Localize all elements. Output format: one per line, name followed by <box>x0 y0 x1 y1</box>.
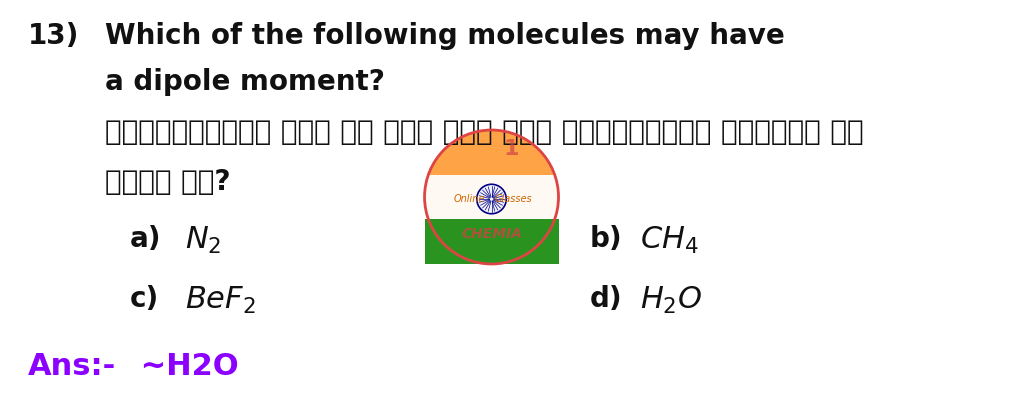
Text: Which of the following molecules may have: Which of the following molecules may hav… <box>105 22 784 50</box>
Text: Glasses: Glasses <box>495 194 532 204</box>
Bar <box>425 219 558 264</box>
Text: $BeF_2$: $BeF_2$ <box>185 285 256 316</box>
Text: 1: 1 <box>504 139 519 159</box>
Text: b): b) <box>590 225 623 253</box>
Circle shape <box>425 130 558 264</box>
Text: 13): 13) <box>28 22 80 50</box>
Text: सकती है?: सकती है? <box>105 168 230 196</box>
Text: Ans:-: Ans:- <box>28 352 117 381</box>
Circle shape <box>477 184 506 214</box>
Text: निम्नलिखित में से किस अणु में द्विध्रुव आघूर्ण हो: निम्नलिखित में से किस अणु में द्विध्रुव … <box>105 118 863 146</box>
Text: CHEMIA: CHEMIA <box>461 227 522 241</box>
Text: d): d) <box>590 285 623 313</box>
Bar <box>425 175 558 264</box>
Text: $H_2O$: $H_2O$ <box>640 285 702 316</box>
Text: ~H2O: ~H2O <box>130 352 239 381</box>
Text: a): a) <box>130 225 162 253</box>
Text: $CH_4$: $CH_4$ <box>640 225 698 256</box>
Text: Online: Online <box>454 194 485 204</box>
Text: a dipole moment?: a dipole moment? <box>105 68 385 96</box>
Text: c): c) <box>130 285 160 313</box>
Text: $N_2$: $N_2$ <box>185 225 221 256</box>
